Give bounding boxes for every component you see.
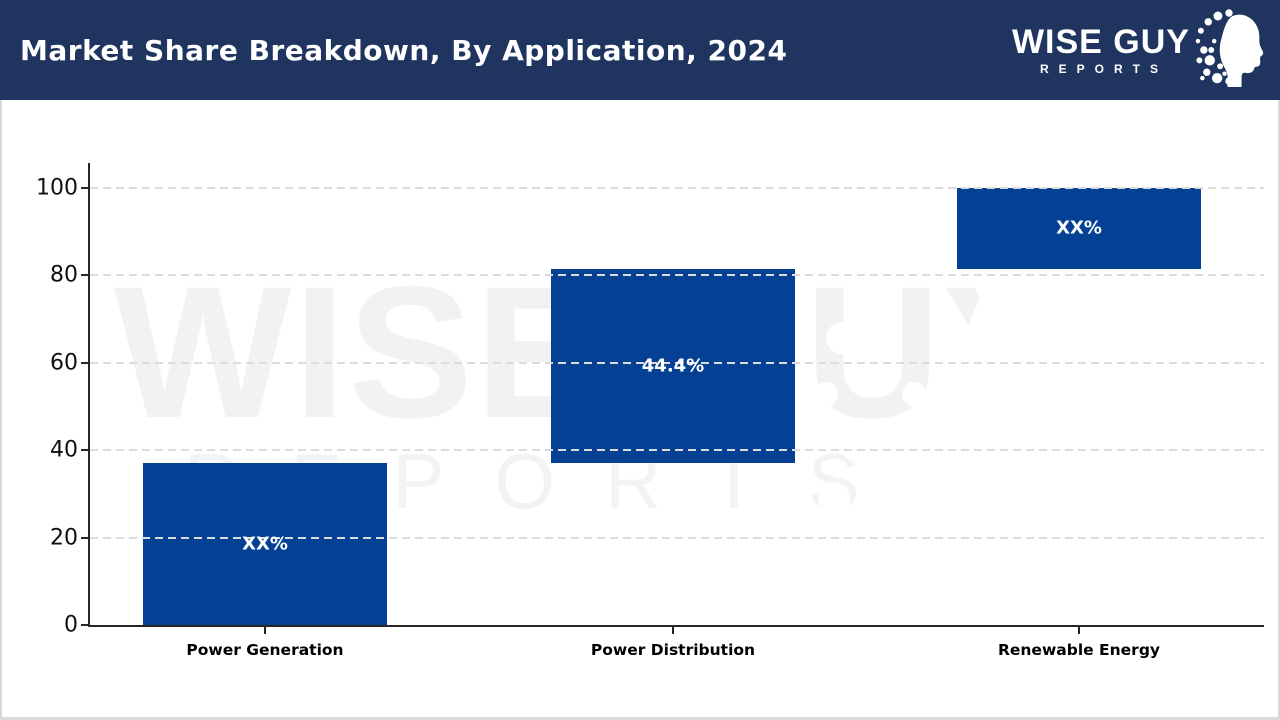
x-category-label: Power Generation bbox=[186, 641, 344, 659]
y-tickmark bbox=[81, 624, 90, 626]
bar-power-distribution bbox=[551, 268, 795, 464]
y-gridline bbox=[90, 186, 1264, 189]
x-axis-spine bbox=[88, 625, 1264, 627]
y-tickmark bbox=[81, 536, 90, 539]
y-tick-label: 40 bbox=[50, 437, 78, 463]
bar-power-generation bbox=[143, 463, 387, 625]
dotted-face-icon bbox=[1195, 9, 1264, 87]
y-tick-label: 80 bbox=[50, 262, 78, 288]
header-banner: Market Share Breakdown, By Application, … bbox=[0, 0, 1280, 100]
y-tick-label: 20 bbox=[50, 525, 78, 550]
y-tickmark bbox=[81, 361, 90, 364]
y-tickmark bbox=[81, 449, 90, 451]
y-gridline bbox=[90, 536, 1264, 539]
brand-logo: WISE GUY REPORTS bbox=[1012, 8, 1266, 92]
brand-subtitle: REPORTS bbox=[1039, 62, 1168, 76]
y-tickmark bbox=[81, 274, 90, 276]
y-gridline bbox=[90, 361, 1264, 364]
brand-logo-text: WISE GUY REPORTS bbox=[1012, 25, 1190, 75]
y-tick-label: 100 bbox=[36, 175, 78, 200]
x-tickmark bbox=[672, 625, 674, 634]
y-tickmark bbox=[81, 186, 90, 189]
y-gridline bbox=[90, 449, 1264, 451]
y-tick-label: 60 bbox=[50, 350, 78, 375]
page-title: Market Share Breakdown, By Application, … bbox=[20, 33, 788, 67]
brand-name: WISE GUY bbox=[1011, 23, 1190, 61]
x-tickmark bbox=[264, 625, 266, 634]
bar-value-label: XX% bbox=[1056, 217, 1102, 239]
y-axis-spine bbox=[88, 163, 90, 627]
bar-value-label: 44.4% bbox=[641, 355, 705, 377]
chart-panel: WISE GUY REPORTS 0 20 40 60 80 100 XX% Power Ge… bbox=[0, 100, 1280, 720]
y-tick-label: 0 bbox=[64, 612, 78, 638]
bar-value-label: XX% bbox=[242, 533, 288, 555]
y-gridline bbox=[90, 274, 1264, 276]
x-category-label: Renewable Energy bbox=[997, 641, 1161, 659]
x-category-label: Power Distribution bbox=[590, 641, 756, 659]
watermark-face-icon bbox=[814, 222, 1179, 642]
